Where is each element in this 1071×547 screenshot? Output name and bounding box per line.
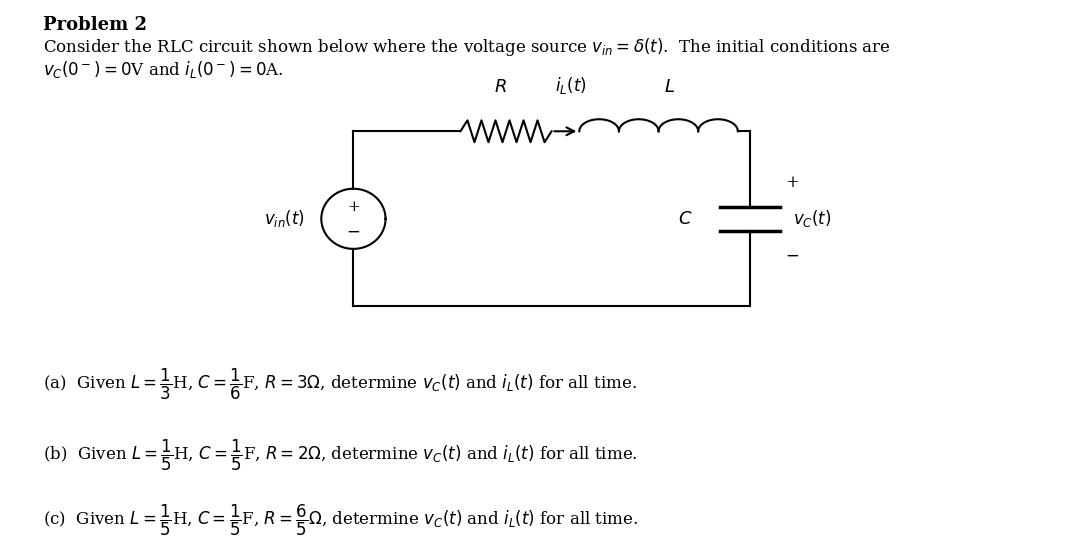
Text: +: +: [347, 200, 360, 214]
Text: Consider the RLC circuit shown below where the voltage source $v_{in} = \delta(t: Consider the RLC circuit shown below whe…: [43, 36, 891, 57]
Text: Problem 2: Problem 2: [43, 16, 147, 34]
Text: $R$: $R$: [494, 78, 507, 96]
Text: $v_C(0^-) = 0$V and $i_L(0^-) = 0$A.: $v_C(0^-) = 0$V and $i_L(0^-) = 0$A.: [43, 59, 284, 79]
Text: (a)  Given $L = \dfrac{1}{3}$H, $C = \dfrac{1}{6}$F, $R = 3\Omega$, determine $v: (a) Given $L = \dfrac{1}{3}$H, $C = \dfr…: [43, 366, 636, 401]
Text: $C$: $C$: [678, 210, 693, 228]
Text: $i_L(t)$: $i_L(t)$: [555, 75, 587, 96]
Text: $v_{in}(t)$: $v_{in}(t)$: [265, 208, 305, 229]
Text: (b)  Given $L = \dfrac{1}{5}$H, $C = \dfrac{1}{5}$F, $R = 2\Omega$, determine $v: (b) Given $L = \dfrac{1}{5}$H, $C = \dfr…: [43, 438, 637, 473]
Text: $L$: $L$: [664, 78, 675, 96]
Text: $v_C(t)$: $v_C(t)$: [793, 208, 831, 229]
Text: $-$: $-$: [785, 247, 799, 264]
Text: (c)  Given $L = \dfrac{1}{5}$H, $C = \dfrac{1}{5}$F, $R = \dfrac{6}{5}\Omega$, d: (c) Given $L = \dfrac{1}{5}$H, $C = \dfr…: [43, 503, 638, 538]
Text: +: +: [785, 173, 799, 191]
Text: $-$: $-$: [346, 223, 361, 240]
